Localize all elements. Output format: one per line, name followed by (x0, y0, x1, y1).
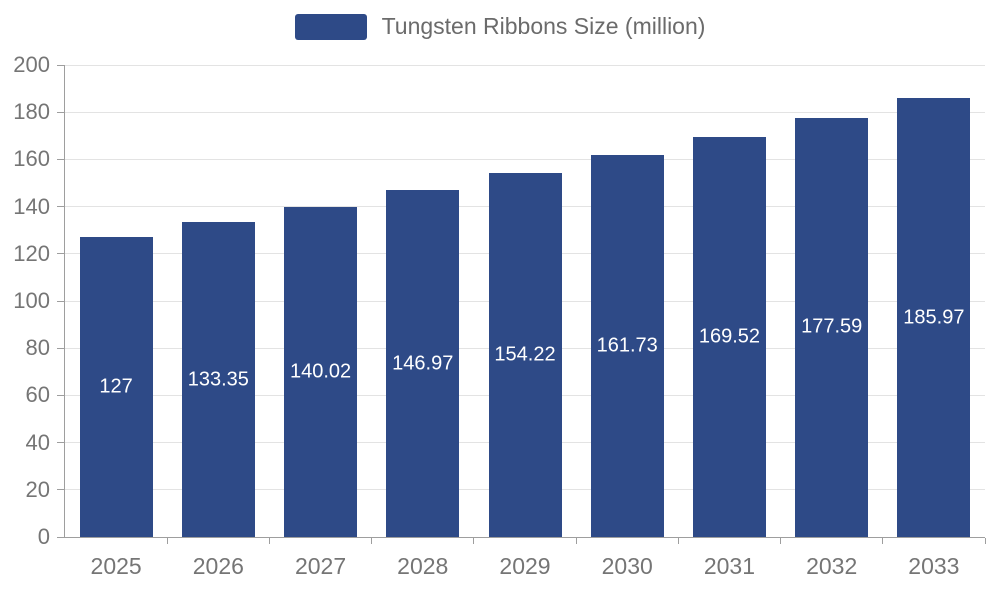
x-axis-tick (575, 538, 577, 544)
y-tick-label: 140 (13, 193, 50, 219)
x-axis-tick (780, 538, 782, 544)
x-axis-tick (677, 538, 679, 544)
bar-value-label: 133.35 (187, 368, 249, 391)
y-tick-label: 0 (37, 524, 50, 549)
x-tick-label: 2028 (397, 553, 449, 579)
bar[interactable] (79, 237, 153, 537)
bar-value-label: 169.52 (698, 325, 761, 348)
y-axis-tick (57, 253, 65, 255)
bar[interactable] (488, 173, 562, 537)
bar-value-label: 161.73 (596, 334, 658, 357)
bar[interactable] (897, 98, 971, 537)
y-axis-tick (57, 206, 65, 208)
bar[interactable] (284, 206, 358, 537)
bar-value-label: 140.02 (289, 360, 352, 383)
x-axis-tick (166, 538, 168, 544)
bar-value-label: 146.97 (392, 352, 454, 375)
x-tick-label: 2032 (806, 553, 858, 579)
gridline (65, 111, 985, 113)
y-axis-tick (57, 442, 65, 444)
y-axis-tick (57, 111, 65, 113)
x-tick-label: 2030 (601, 553, 653, 579)
x-tick-label: 2033 (908, 553, 960, 579)
y-tick-label: 160 (13, 146, 50, 172)
bar[interactable] (181, 222, 255, 537)
legend[interactable]: Tungsten Ribbons Size (million) (0, 13, 1000, 40)
y-tick-label: 100 (13, 288, 50, 313)
bar-value-label: 154.22 (494, 343, 556, 366)
bar[interactable] (692, 136, 766, 537)
y-axis-tick (57, 64, 65, 66)
x-tick-label: 2031 (703, 553, 756, 579)
x-axis-line (65, 537, 985, 538)
x-tick-label: 2029 (499, 553, 551, 579)
x-axis-tick (473, 538, 475, 544)
bar-value-label: 185.97 (903, 306, 965, 329)
bar[interactable] (795, 117, 869, 537)
y-axis-tick (57, 489, 65, 491)
x-axis-tick (268, 538, 270, 544)
y-tick-label: 80 (25, 335, 50, 361)
y-axis-tick (57, 158, 65, 160)
gridline (65, 158, 985, 160)
x-axis-tick (882, 538, 884, 544)
x-tick-label: 2027 (294, 553, 347, 579)
y-tick-label: 20 (25, 476, 50, 502)
x-axis-tick (371, 538, 373, 544)
y-axis-tick (57, 394, 65, 396)
x-axis-tick (984, 538, 986, 544)
x-tick-label: 2025 (90, 553, 142, 579)
y-axis-tick (57, 300, 65, 302)
y-tick-label: 180 (13, 99, 50, 125)
x-tick-label: 2026 (192, 553, 244, 579)
bar[interactable] (386, 190, 460, 537)
y-tick-label: 60 (25, 382, 50, 408)
legend-label: Tungsten Ribbons Size (million) (381, 13, 706, 39)
y-tick-label: 200 (13, 52, 50, 77)
y-axis-tick (57, 347, 65, 349)
bar[interactable] (590, 155, 664, 537)
legend-swatch (294, 13, 367, 40)
bar-value-label: 127 (99, 375, 133, 398)
y-axis-line (64, 65, 65, 538)
y-axis-tick (57, 536, 65, 538)
y-tick-label: 40 (25, 429, 50, 455)
bar-value-label: 177.59 (801, 315, 863, 338)
gridline (65, 64, 985, 66)
y-tick-label: 120 (13, 240, 50, 266)
